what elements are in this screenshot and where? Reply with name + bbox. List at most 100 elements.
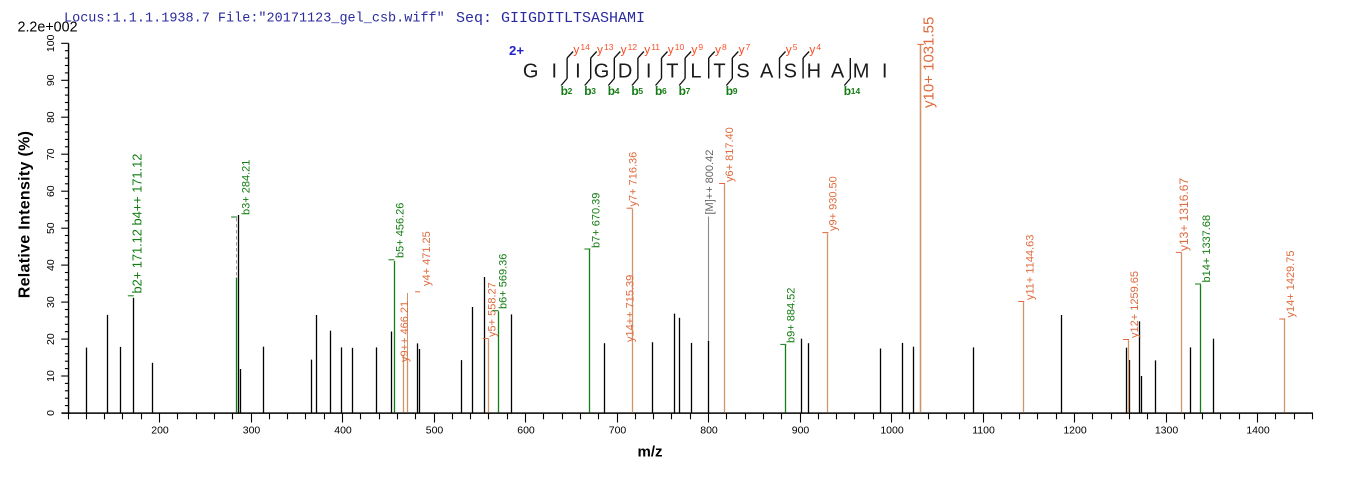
svg-text:D: D (618, 61, 632, 83)
svg-text:700: 700 (609, 424, 627, 436)
svg-text:b: b (679, 84, 686, 98)
svg-text:100: 100 (45, 34, 57, 52)
svg-text:10: 10 (45, 370, 57, 382)
svg-text:90: 90 (45, 74, 57, 86)
svg-text:Seq: GIIGDITLTSASHAMI: Seq: GIIGDITLTSASHAMI (456, 10, 645, 27)
svg-text:A: A (760, 61, 774, 83)
svg-text:400: 400 (334, 424, 352, 436)
svg-text:S: S (736, 61, 749, 83)
svg-text:y4+ 471.25: y4+ 471.25 (421, 231, 433, 286)
svg-text:y: y (715, 43, 721, 57)
svg-text:L: L (690, 61, 701, 83)
svg-text:y14++ 715.39: y14++ 715.39 (624, 275, 636, 342)
svg-text:y13+ 1316.67: y13+ 1316.67 (1177, 178, 1191, 251)
svg-text:b7+ 670.39: b7+ 670.39 (590, 193, 602, 248)
svg-text:1000: 1000 (880, 424, 904, 436)
svg-text:y5+ 558.27: y5+ 558.27 (486, 282, 498, 337)
svg-text:I: I (552, 61, 558, 83)
svg-text:800: 800 (700, 424, 718, 436)
svg-text:H: H (807, 61, 821, 83)
svg-text:y11+ 1144.63: y11+ 1144.63 (1024, 235, 1036, 300)
svg-text:y: y (597, 43, 603, 57)
svg-text:8: 8 (722, 42, 727, 52)
svg-text:900: 900 (792, 424, 810, 436)
svg-text:b3+ 284.21: b3+ 284.21 (241, 160, 253, 215)
svg-text:12: 12 (628, 42, 638, 52)
svg-text:y: y (668, 43, 674, 57)
svg-text:y: y (573, 43, 579, 57)
svg-text:b: b (655, 84, 662, 98)
svg-text:b: b (584, 84, 591, 98)
svg-text:y: y (691, 43, 697, 57)
svg-text:6: 6 (662, 86, 667, 96)
svg-text:13: 13 (604, 42, 614, 52)
svg-text:14: 14 (851, 86, 861, 96)
svg-text:10: 10 (675, 42, 685, 52)
svg-text:b: b (608, 84, 615, 98)
svg-text:4: 4 (816, 42, 821, 52)
svg-text:11: 11 (651, 42, 660, 52)
svg-text:9: 9 (733, 86, 738, 96)
svg-text:b6+ 569.36: b6+ 569.36 (498, 254, 510, 309)
svg-text:y: y (786, 43, 792, 57)
svg-text:y6+ 817.40: y6+ 817.40 (724, 127, 736, 182)
svg-text:70: 70 (45, 148, 57, 160)
svg-text:T: T (713, 61, 725, 83)
svg-text:y: y (739, 43, 745, 57)
svg-text:80: 80 (45, 111, 57, 123)
svg-text:y7+ 716.36: y7+ 716.36 (628, 152, 640, 207)
svg-text:y9+ 930.50: y9+ 930.50 (827, 176, 839, 231)
svg-text:5: 5 (793, 42, 798, 52)
svg-text:y: y (644, 43, 650, 57)
svg-text:y10+ 1031.55: y10+ 1031.55 (920, 17, 937, 108)
svg-text:500: 500 (426, 424, 444, 436)
svg-text:y9++ 466.21: y9++ 466.21 (399, 301, 411, 362)
svg-text:[M]++ 800.42: [M]++ 800.42 (704, 150, 716, 215)
svg-text:0: 0 (45, 410, 57, 416)
svg-text:3: 3 (591, 86, 596, 96)
svg-text:I: I (646, 61, 652, 83)
svg-text:G: G (594, 61, 610, 83)
svg-text:T: T (666, 61, 678, 83)
svg-text:1300: 1300 (1155, 424, 1179, 436)
svg-text:A: A (831, 61, 845, 83)
svg-text:30: 30 (45, 296, 57, 308)
svg-text:b9+ 884.52: b9+ 884.52 (785, 288, 797, 343)
svg-text:b: b (844, 84, 851, 98)
svg-text:S: S (784, 61, 797, 83)
svg-text:4: 4 (615, 86, 620, 96)
svg-text:b5+ 456.26: b5+ 456.26 (395, 203, 407, 258)
svg-text:I: I (882, 61, 888, 83)
svg-text:Relative Intensity (%): Relative Intensity (%) (17, 131, 34, 299)
svg-text:2: 2 (568, 86, 573, 96)
svg-text:M: M (853, 61, 870, 83)
svg-text:m/z: m/z (638, 444, 663, 461)
svg-text:2+: 2+ (509, 43, 524, 58)
svg-text:b14+ 1337.68: b14+ 1337.68 (1201, 215, 1213, 283)
svg-text:60: 60 (45, 185, 57, 197)
svg-text:50: 50 (45, 222, 57, 234)
svg-text:9: 9 (698, 42, 703, 52)
svg-text:G: G (523, 61, 539, 83)
svg-text:1200: 1200 (1063, 424, 1087, 436)
svg-text:20: 20 (45, 333, 57, 345)
svg-text:7: 7 (746, 42, 751, 52)
svg-text:200: 200 (151, 424, 169, 436)
svg-text:5: 5 (638, 86, 643, 96)
svg-text:600: 600 (517, 424, 535, 436)
svg-text:I: I (575, 61, 581, 83)
svg-text:b: b (631, 84, 638, 98)
svg-text:Locus:1.1.1.1938.7 File:"20171: Locus:1.1.1.1938.7 File:"20171123_gel_cs… (64, 12, 445, 27)
svg-text:1400: 1400 (1246, 424, 1270, 436)
svg-text:40: 40 (45, 259, 57, 271)
svg-text:y14+ 1429.75: y14+ 1429.75 (1285, 251, 1297, 318)
svg-text:y12+ 1259.65: y12+ 1259.65 (1129, 271, 1141, 338)
svg-text:1100: 1100 (972, 424, 995, 436)
svg-text:b2+ 171.12 b4++ 171.12: b2+ 171.12 b4++ 171.12 (129, 154, 144, 294)
svg-text:7: 7 (686, 86, 691, 96)
svg-text:y: y (809, 43, 815, 57)
svg-text:14: 14 (580, 42, 590, 52)
svg-text:300: 300 (243, 424, 261, 436)
svg-text:b: b (561, 84, 568, 98)
svg-text:2.2e+002: 2.2e+002 (18, 20, 78, 36)
